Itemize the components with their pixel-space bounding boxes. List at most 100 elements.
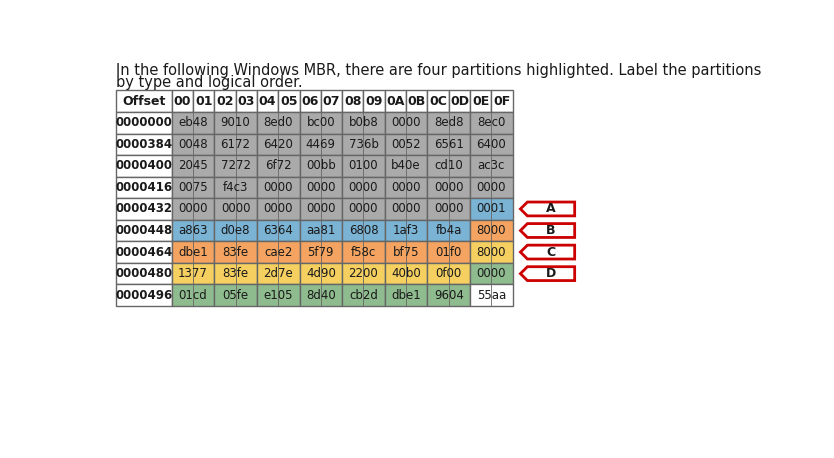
Text: 0000: 0000	[434, 202, 464, 215]
Bar	[470, 263, 513, 284]
Bar	[116, 263, 172, 284]
Text: 0000432: 0000432	[115, 202, 173, 215]
Bar	[299, 241, 342, 263]
Bar	[342, 241, 384, 263]
Text: 0000416: 0000416	[115, 181, 173, 194]
Text: 0000000: 0000000	[115, 116, 172, 129]
Text: C: C	[546, 245, 555, 259]
Bar	[172, 220, 214, 241]
Bar	[427, 284, 470, 306]
Bar	[299, 90, 321, 112]
Polygon shape	[520, 267, 575, 281]
Bar	[427, 241, 470, 263]
Text: 0001: 0001	[476, 202, 506, 215]
Text: 0000: 0000	[391, 202, 421, 215]
Text: 01f0: 01f0	[435, 245, 462, 259]
Bar	[193, 90, 214, 112]
Bar	[427, 112, 470, 133]
Text: 00bb: 00bb	[306, 159, 336, 172]
Bar	[299, 177, 342, 198]
Bar	[214, 220, 257, 241]
Text: 0F: 0F	[494, 95, 510, 108]
Text: 7272: 7272	[221, 159, 250, 172]
Bar	[384, 90, 406, 112]
Text: ac3c: ac3c	[478, 159, 505, 172]
Text: In the following Windows MBR, there are four partitions highlighted. Label the p: In the following Windows MBR, there are …	[116, 63, 761, 78]
Bar	[470, 133, 513, 155]
Bar	[427, 133, 470, 155]
Text: 0000: 0000	[476, 267, 506, 280]
Bar	[470, 90, 491, 112]
Bar	[279, 90, 299, 112]
Text: d0e8: d0e8	[221, 224, 250, 237]
Bar	[470, 177, 513, 198]
Text: 8ed8: 8ed8	[434, 116, 464, 129]
Bar	[172, 90, 193, 112]
Text: 4d90: 4d90	[306, 267, 336, 280]
Text: 8d40: 8d40	[306, 289, 336, 302]
Bar	[470, 241, 513, 263]
Bar	[116, 133, 172, 155]
Text: b0b8: b0b8	[349, 116, 379, 129]
Bar	[116, 177, 172, 198]
Text: 0000: 0000	[476, 181, 506, 194]
Bar	[342, 177, 384, 198]
Bar	[342, 155, 384, 177]
Text: 8ec0: 8ec0	[477, 116, 505, 129]
Bar	[172, 177, 214, 198]
Text: Offset: Offset	[122, 95, 165, 108]
Polygon shape	[520, 245, 575, 259]
Text: 2045: 2045	[178, 159, 208, 172]
Bar	[427, 155, 470, 177]
Bar	[116, 155, 172, 177]
Text: 0000: 0000	[264, 181, 293, 194]
Bar	[257, 220, 299, 241]
Bar	[406, 90, 427, 112]
Text: bc00: bc00	[307, 116, 335, 129]
Text: 40b0: 40b0	[391, 267, 421, 280]
Bar	[342, 133, 384, 155]
Text: 5f79: 5f79	[308, 245, 334, 259]
Bar	[342, 284, 384, 306]
Text: 05: 05	[280, 95, 298, 108]
Bar	[299, 198, 342, 220]
Bar	[384, 241, 427, 263]
Bar	[172, 155, 214, 177]
Bar	[384, 177, 427, 198]
Text: 6808: 6808	[349, 224, 379, 237]
Text: 0f00: 0f00	[435, 267, 462, 280]
Text: 08: 08	[344, 95, 361, 108]
Text: cae2: cae2	[264, 245, 293, 259]
Text: 0000: 0000	[434, 181, 464, 194]
Text: 2200: 2200	[349, 267, 379, 280]
Bar	[364, 90, 384, 112]
Text: 0000448: 0000448	[115, 224, 173, 237]
Text: 0052: 0052	[391, 138, 421, 151]
Bar	[214, 284, 257, 306]
Bar	[257, 263, 299, 284]
Text: 09: 09	[365, 95, 383, 108]
Text: 05fe: 05fe	[223, 289, 249, 302]
Text: 0000: 0000	[178, 202, 208, 215]
Bar	[342, 112, 384, 133]
Text: 0000464: 0000464	[115, 245, 173, 259]
Text: 04: 04	[259, 95, 276, 108]
Text: e105: e105	[264, 289, 293, 302]
Text: 01cd: 01cd	[178, 289, 208, 302]
Text: f58c: f58c	[351, 245, 376, 259]
Text: b40e: b40e	[391, 159, 421, 172]
Polygon shape	[520, 224, 575, 237]
Bar	[342, 198, 384, 220]
Bar	[384, 198, 427, 220]
Text: 02: 02	[216, 95, 234, 108]
Text: 736b: 736b	[349, 138, 379, 151]
Bar	[257, 133, 299, 155]
Text: 0048: 0048	[178, 138, 208, 151]
Text: 0100: 0100	[349, 159, 379, 172]
Text: 8ed0: 8ed0	[264, 116, 293, 129]
Bar	[116, 284, 172, 306]
Bar	[470, 155, 513, 177]
Bar	[427, 177, 470, 198]
Bar	[257, 198, 299, 220]
Text: 6400: 6400	[476, 138, 506, 151]
